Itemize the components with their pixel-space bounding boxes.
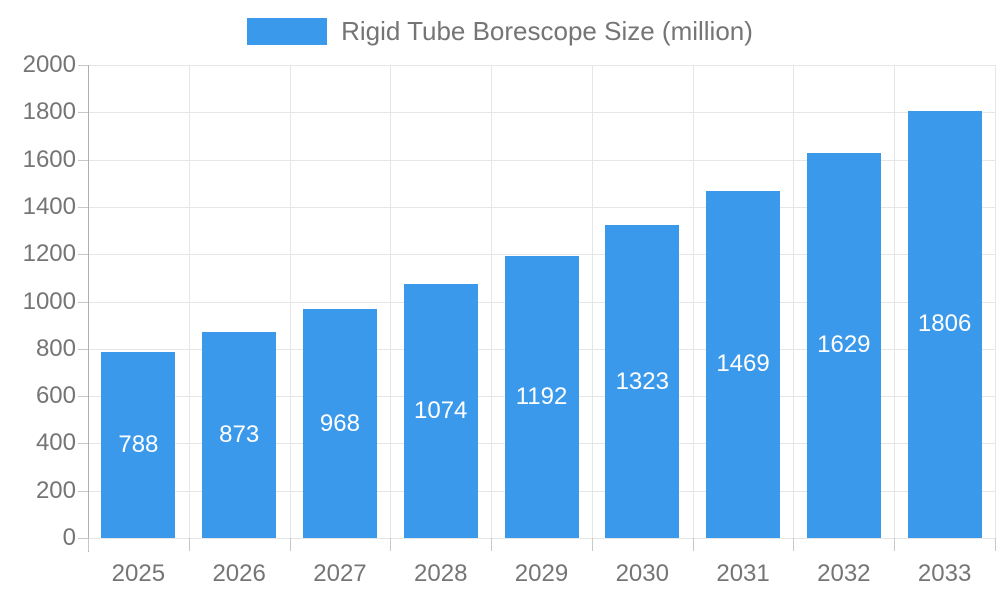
x-axis-label: 2033 — [917, 560, 972, 587]
v-gridline — [390, 65, 392, 538]
y-axis-label: 400 — [35, 429, 76, 457]
y-axis-tick — [78, 159, 88, 161]
x-axis-tick — [390, 538, 392, 551]
bar[interactable]: 1469 — [706, 190, 781, 538]
bar-value-label: 1806 — [917, 310, 972, 338]
v-gridline — [894, 65, 896, 538]
y-axis-label: 1200 — [22, 240, 76, 268]
x-axis-tick — [591, 538, 593, 551]
h-gridline — [88, 65, 995, 66]
h-gridline — [88, 206, 995, 208]
v-gridline — [289, 65, 291, 538]
x-axis-tick — [88, 538, 89, 551]
x-axis-label: 2026 — [212, 560, 266, 587]
y-axis-tick — [78, 112, 88, 114]
bar[interactable]: 968 — [302, 309, 377, 538]
bar-value-label: 873 — [219, 420, 260, 448]
v-gridline — [491, 65, 493, 538]
x-axis-tick — [692, 538, 694, 551]
v-gridline — [793, 65, 795, 538]
v-gridline — [591, 65, 593, 538]
bar[interactable]: 1629 — [806, 152, 881, 538]
x-axis-tick — [995, 538, 996, 551]
y-axis-tick — [78, 301, 88, 303]
x-axis-label: 2027 — [313, 560, 367, 587]
legend-swatch — [247, 18, 328, 45]
bar-value-label: 788 — [118, 430, 159, 458]
y-axis-label: 800 — [35, 334, 76, 362]
bar[interactable]: 1806 — [907, 110, 982, 538]
bar-value-label: 1074 — [414, 397, 468, 424]
plot-area: 0 200 400 600 800 1000 1200 1400 1600 1800 2000 788… — [23, 51, 996, 587]
x-axis-label: 2030 — [615, 560, 669, 587]
bar-value-label: 1469 — [716, 350, 770, 378]
x-axis-label: 2029 — [514, 560, 569, 587]
y-axis-label: 0 — [62, 524, 76, 551]
v-gridline — [692, 65, 694, 538]
x-axis-tick — [491, 538, 493, 551]
x-axis-tick — [793, 538, 795, 551]
v-gridline — [188, 65, 190, 538]
bar[interactable]: 1074 — [403, 284, 478, 538]
legend[interactable]: Rigid Tube Borescope Size (million) — [0, 16, 1000, 47]
v-gridline — [995, 65, 996, 538]
y-axis-tick — [78, 206, 88, 208]
y-axis-label: 600 — [35, 382, 76, 410]
bar[interactable]: 1323 — [605, 225, 680, 538]
bar-value-label: 968 — [319, 409, 360, 437]
y-axis-tick — [78, 443, 88, 445]
h-gridline — [88, 538, 995, 539]
y-axis-label: 1000 — [22, 287, 76, 315]
h-gridline — [88, 254, 995, 256]
x-axis-tick — [188, 538, 190, 551]
x-axis-label: 2028 — [414, 560, 468, 587]
x-axis-label: 2031 — [716, 560, 770, 587]
h-gridline — [88, 159, 995, 161]
bar-value-label: 1323 — [615, 367, 669, 395]
x-axis-label: 2025 — [111, 560, 166, 587]
bar[interactable]: 873 — [202, 331, 277, 538]
y-axis-tick — [78, 348, 88, 350]
legend-label: Rigid Tube Borescope Size (million) — [341, 16, 753, 46]
x-axis-label: 2032 — [817, 560, 871, 587]
bar[interactable]: 788 — [101, 351, 176, 538]
y-axis-label: 200 — [35, 476, 76, 504]
y-axis-tick — [78, 396, 88, 398]
y-axis-tick — [78, 254, 88, 256]
y-axis-label: 1800 — [22, 98, 76, 126]
bar-value-label: 1629 — [817, 331, 871, 359]
bar-value-label: 1192 — [515, 383, 568, 411]
y-axis-label: 1400 — [22, 192, 76, 220]
bar[interactable]: 1192 — [504, 256, 579, 538]
y-axis-label: 2000 — [22, 51, 76, 78]
y-axis-line — [88, 65, 89, 552]
x-axis-tick — [289, 538, 291, 551]
y-axis-label: 1600 — [22, 145, 76, 173]
y-axis-tick — [78, 490, 88, 492]
x-axis-tick — [894, 538, 896, 551]
y-axis-tick — [78, 65, 88, 66]
h-gridline — [88, 112, 995, 114]
y-axis-tick — [78, 538, 88, 539]
